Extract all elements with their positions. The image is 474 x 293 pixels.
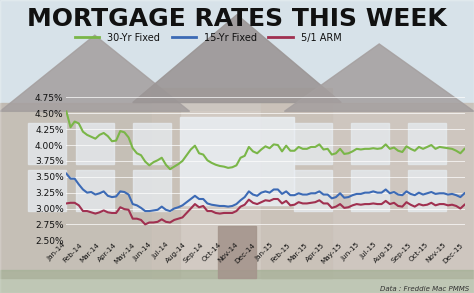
Polygon shape (0, 35, 190, 111)
Bar (152, 88, 332, 278)
Bar (0, 103, 180, 278)
Bar (408, 170, 446, 211)
Bar (0, 270, 474, 293)
Bar (218, 226, 256, 278)
Polygon shape (133, 15, 341, 103)
Bar (133, 170, 171, 211)
Bar (180, 117, 294, 205)
Legend: 30-Yr Fixed, 15-Yr Fixed, 5/1 ARM: 30-Yr Fixed, 15-Yr Fixed, 5/1 ARM (71, 29, 345, 47)
Bar (408, 123, 446, 164)
Bar (351, 170, 389, 211)
Bar (261, 103, 474, 278)
Polygon shape (284, 44, 474, 111)
Bar (28, 123, 66, 164)
Bar (28, 170, 66, 211)
Bar (294, 170, 332, 211)
Bar (351, 123, 389, 164)
Bar (133, 123, 171, 164)
Bar (76, 123, 114, 164)
Bar (294, 123, 332, 164)
Text: Data : Freddie Mac PMMS: Data : Freddie Mac PMMS (380, 286, 469, 292)
Bar (76, 170, 114, 211)
Text: MORTGAGE RATES THIS WEEK: MORTGAGE RATES THIS WEEK (27, 7, 447, 31)
